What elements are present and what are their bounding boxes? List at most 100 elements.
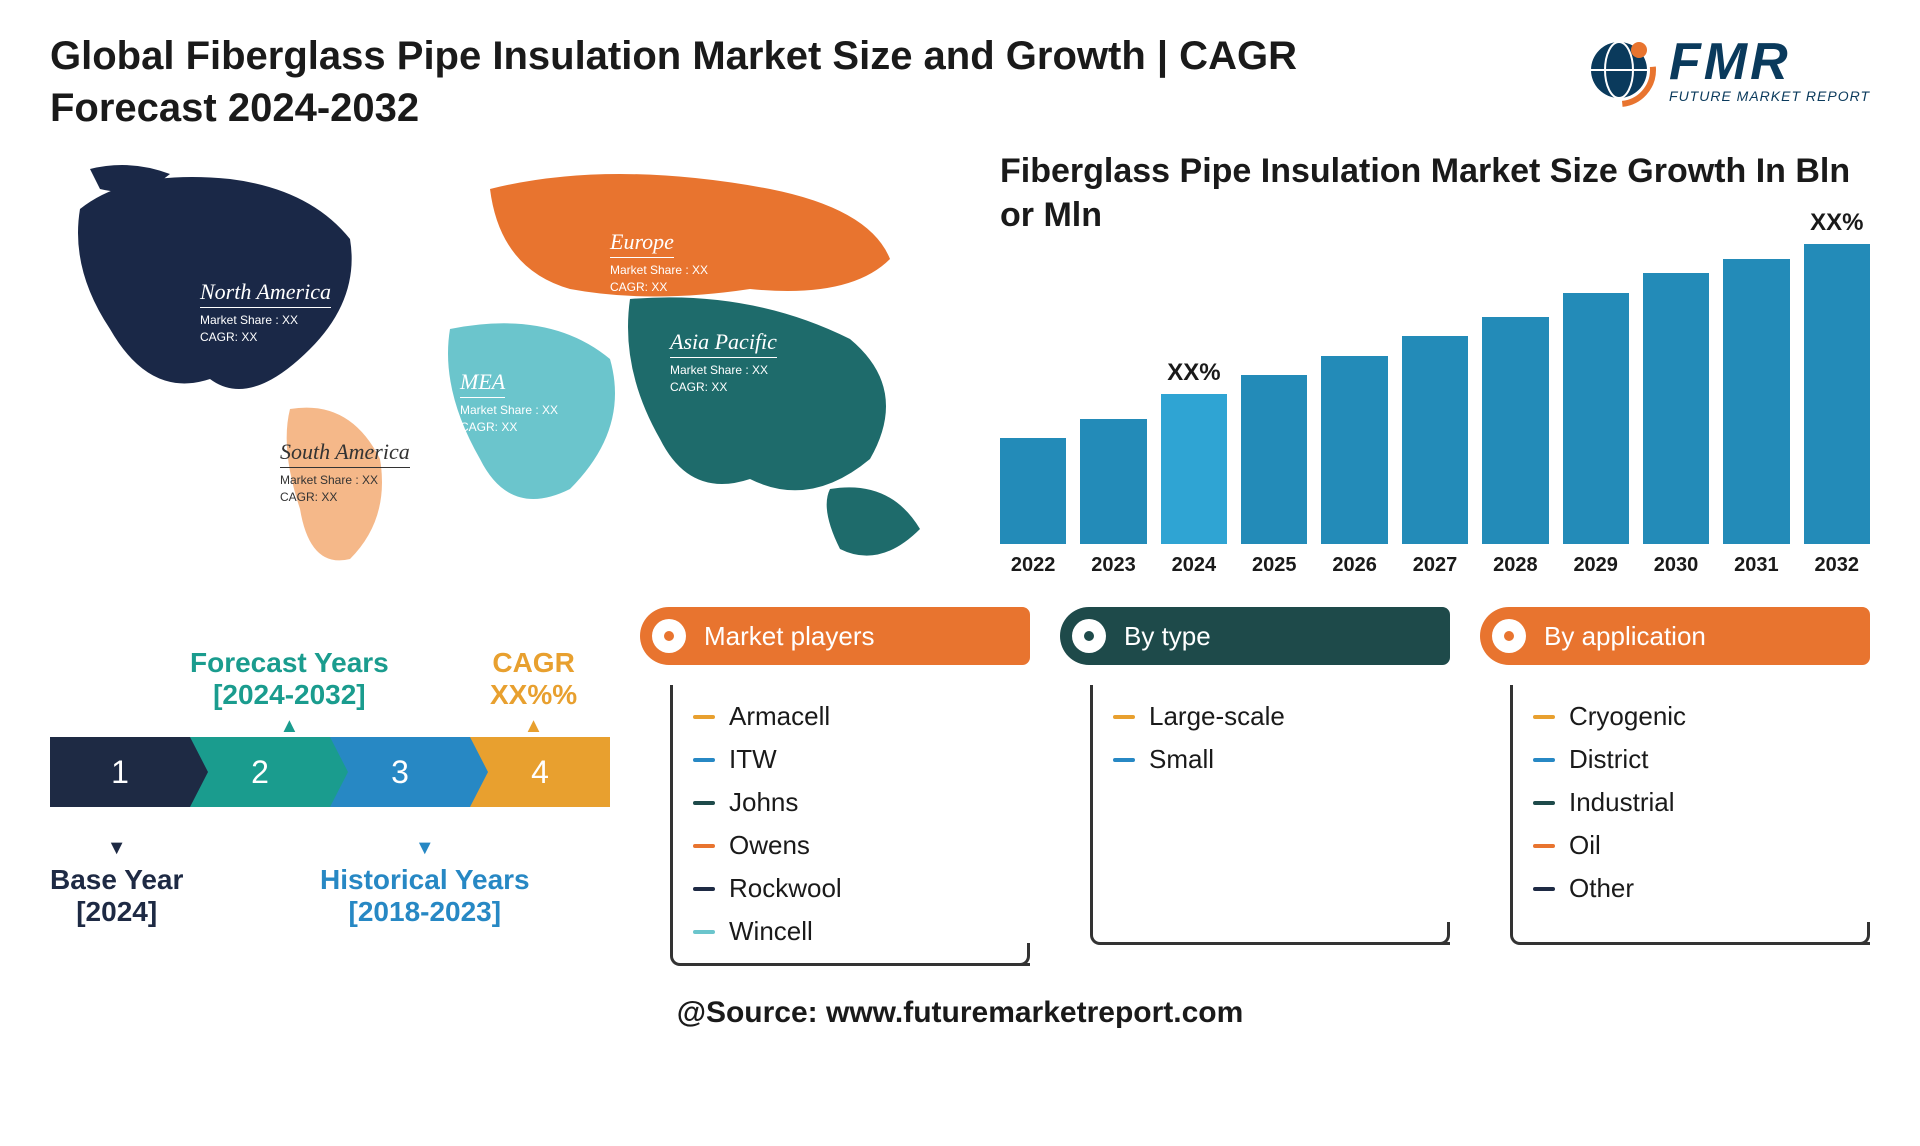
market-players-title: Market players xyxy=(704,621,875,652)
list-item-label: Oil xyxy=(1569,830,1601,861)
bar-year-label: 2028 xyxy=(1493,554,1538,577)
arrow-down-icon: ▼ xyxy=(320,837,530,860)
region-share: Market Share : XX xyxy=(670,362,777,379)
list-item: Armacell xyxy=(693,695,1030,738)
bar-chart: 20222023XX%20242025202620272028202920302… xyxy=(1000,257,1870,577)
arrow-down-icon: ▲ xyxy=(190,715,389,738)
region-cagr: CAGR: XX xyxy=(200,329,331,346)
list-item-label: Large-scale xyxy=(1149,701,1285,732)
list-item: Wincell xyxy=(693,910,1030,953)
base-text: Base Year xyxy=(50,864,183,895)
by-type-list: Large-scaleSmall xyxy=(1090,685,1450,945)
bar-col: 2029 xyxy=(1563,293,1629,578)
by-application-list: Cryogenic District Industrial Oil Other xyxy=(1510,685,1870,945)
dot-icon xyxy=(1072,619,1106,653)
tick-icon xyxy=(693,887,715,891)
list-item: Industrial xyxy=(1533,781,1870,824)
bar-col: 2023 xyxy=(1080,419,1146,578)
by-type-col: By type Large-scaleSmall xyxy=(1060,607,1450,945)
timeline-seg-2: 2 xyxy=(190,737,330,807)
tick-icon xyxy=(693,844,715,848)
bar xyxy=(1482,317,1548,544)
region-name: South America xyxy=(280,439,410,468)
by-type-title: By type xyxy=(1124,621,1211,652)
by-application-header: By application xyxy=(1480,607,1870,665)
dot-icon xyxy=(1492,619,1526,653)
market-players-header: Market players xyxy=(640,607,1030,665)
bar-col: 2025 xyxy=(1241,375,1307,577)
main-row: North AmericaMarket Share : XXCAGR: XXSo… xyxy=(50,149,1870,577)
tick-icon xyxy=(693,930,715,934)
list-item-label: Rockwool xyxy=(729,873,842,904)
region-label-apac: Asia Pacific Market Share : XXCAGR: XX xyxy=(670,329,777,396)
bar xyxy=(1241,375,1307,544)
base-year-label: ▼ Base Year [2024] xyxy=(50,837,183,928)
list-item-label: Industrial xyxy=(1569,787,1675,818)
logo-fmr: FMR xyxy=(1669,36,1870,88)
dot-icon xyxy=(652,619,686,653)
bar-year-label: 2025 xyxy=(1252,554,1297,577)
region-label-eu: EuropeMarket Share : XXCAGR: XX xyxy=(610,229,708,296)
list-item-label: Cryogenic xyxy=(1569,701,1686,732)
list-item-label: Johns xyxy=(729,787,798,818)
region-cagr: CAGR: XX xyxy=(460,419,558,436)
by-application-title: By application xyxy=(1544,621,1706,652)
region-share: Market Share : XX xyxy=(610,262,708,279)
region-name: North America xyxy=(200,279,331,308)
timeline-seg-3: 3 xyxy=(330,737,470,807)
tick-icon xyxy=(1113,715,1135,719)
timeline-seg-4: 4 xyxy=(470,737,610,807)
by-type-header: By type xyxy=(1060,607,1450,665)
tick-icon xyxy=(693,715,715,719)
list-item-label: Armacell xyxy=(729,701,830,732)
list-item: District xyxy=(1533,738,1870,781)
list-item-label: Other xyxy=(1569,873,1634,904)
bar-top-label: XX% xyxy=(1167,359,1220,387)
region-share: Market Share : XX xyxy=(460,402,558,419)
globe-icon xyxy=(1579,30,1659,110)
region-label-na: North AmericaMarket Share : XXCAGR: XX xyxy=(200,279,331,346)
list-item: ITW xyxy=(693,738,1030,781)
list-item-label: Owens xyxy=(729,830,810,861)
bar-year-label: 2026 xyxy=(1332,554,1377,577)
market-players-col: Market players Armacell ITW Johns Owens Rock… xyxy=(640,607,1030,966)
bar-year-label: 2031 xyxy=(1734,554,1779,577)
arrow-down-icon: ▲ xyxy=(490,715,577,738)
list-item: Owens xyxy=(693,824,1030,867)
bar xyxy=(1321,356,1387,545)
bar xyxy=(1563,293,1629,545)
bar-year-label: 2024 xyxy=(1172,554,1217,577)
list-item: Rockwool xyxy=(693,867,1030,910)
list-item-label: District xyxy=(1569,744,1648,775)
bar xyxy=(1161,394,1227,544)
bar xyxy=(1402,336,1468,544)
tick-icon xyxy=(1533,844,1555,848)
bar-year-label: 2022 xyxy=(1011,554,1056,577)
cagr-text: CAGR xyxy=(492,647,574,678)
forecast-text: Forecast Years xyxy=(190,647,389,678)
bar-col: XX%2032 xyxy=(1804,244,1870,577)
bar-col: 2030 xyxy=(1643,273,1709,577)
bar xyxy=(1000,438,1066,544)
tick-icon xyxy=(1533,715,1555,719)
region-name: MEA xyxy=(460,369,505,398)
list-item: Cryogenic xyxy=(1533,695,1870,738)
region-name: Europe xyxy=(610,229,674,258)
list-item: Large-scale xyxy=(1113,695,1450,738)
region-share: Market Share : XX xyxy=(280,472,410,489)
region-cagr: CAGR: XX xyxy=(670,379,777,396)
map-svg xyxy=(50,149,950,569)
hist-range: [2018-2023] xyxy=(349,896,502,927)
list-item: Johns xyxy=(693,781,1030,824)
logo-subtitle: FUTURE MARKET REPORT xyxy=(1669,88,1870,104)
bar-col: XX%2024 xyxy=(1161,394,1227,577)
bar-year-label: 2030 xyxy=(1654,554,1699,577)
forecast-range: [2024-2032] xyxy=(213,679,366,710)
tick-icon xyxy=(1533,758,1555,762)
bar-col: 2026 xyxy=(1321,356,1387,578)
region-name: Asia Pacific xyxy=(670,329,777,358)
market-players-list: Armacell ITW Johns Owens Rockwool Wincell xyxy=(670,685,1030,966)
timeline-seg-1: 1 xyxy=(50,737,190,807)
forecast-label: Forecast Years [2024-2032] ▲ xyxy=(190,647,389,738)
bar xyxy=(1080,419,1146,545)
